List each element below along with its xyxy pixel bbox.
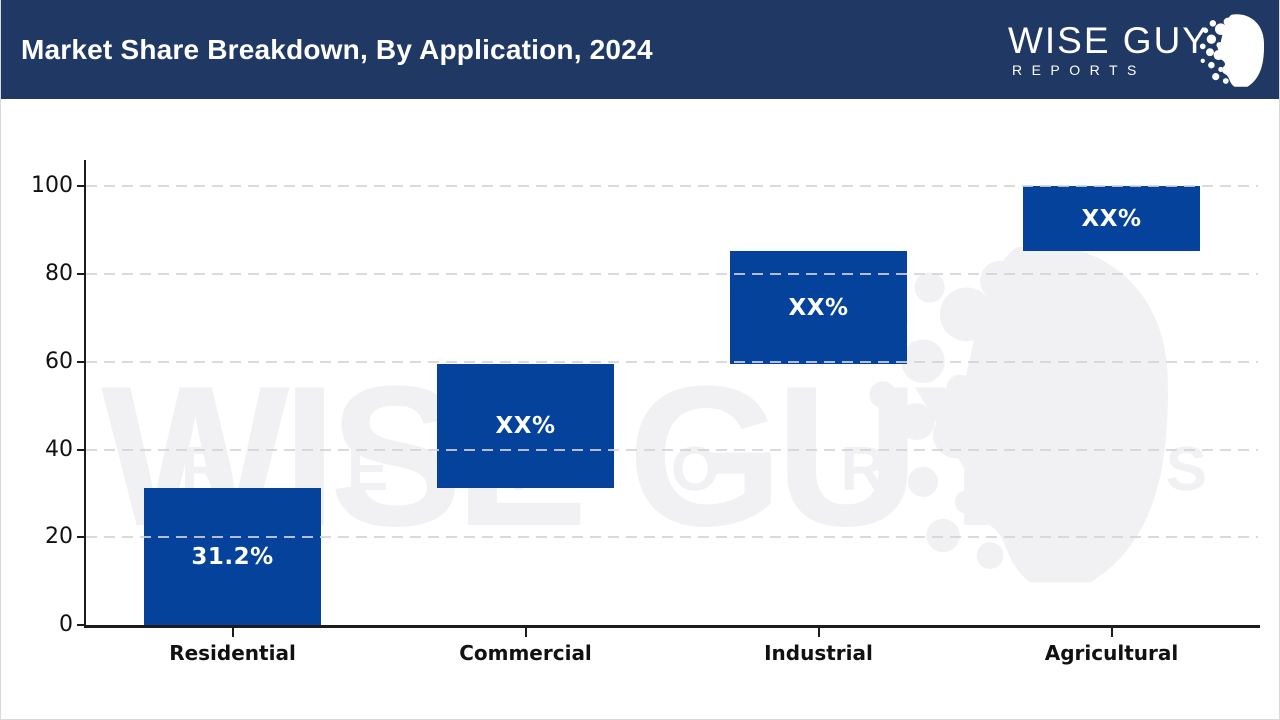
y-axis xyxy=(84,160,86,628)
x-category-label-agricultural: Agricultural xyxy=(1044,641,1179,665)
y-tick-mark-80 xyxy=(77,273,86,276)
logo-line1: WISE GUY xyxy=(1007,20,1209,61)
chart-canvas: WISE GUY R E P O R T S 0 20 40 60 80 100 31.2%… xyxy=(1,99,1279,719)
logo-wordmark: WISE GUY REPORTS xyxy=(1008,22,1209,77)
y-tick-mark-100 xyxy=(77,185,86,188)
x-tick-mark-industrial xyxy=(817,628,820,637)
y-tick-label-0: 0 xyxy=(59,612,73,637)
logo-line2: REPORTS xyxy=(1011,62,1146,78)
y-tick-mark-20 xyxy=(77,536,86,539)
x-category-label-commercial: Commercial xyxy=(459,641,592,665)
y-tick-label-40: 40 xyxy=(45,436,73,462)
brand-logo: WISE GUY REPORTS xyxy=(1008,8,1269,92)
bar-value-label-industrial: XX% xyxy=(788,294,849,321)
bar-value-label-agricultural: XX% xyxy=(1081,205,1142,232)
gridline-80 xyxy=(86,273,1258,276)
y-tick-mark-0 xyxy=(77,624,86,626)
y-tick-mark-60 xyxy=(77,360,86,363)
y-tick-label-60: 60 xyxy=(45,348,73,374)
bar-commercial: XX% xyxy=(437,363,614,489)
y-tick-label-20: 20 xyxy=(45,524,73,550)
header: Market Share Breakdown, By Application, … xyxy=(1,0,1279,99)
gridline-60 xyxy=(86,360,1258,363)
x-category-label-industrial: Industrial xyxy=(764,641,873,665)
bar-industrial: XX% xyxy=(730,251,907,364)
bar-value-label-commercial: XX% xyxy=(495,413,556,440)
y-tick-label-100: 100 xyxy=(31,173,73,199)
x-tick-mark-residential xyxy=(231,628,234,637)
gridline-20 xyxy=(86,536,1258,539)
bar-agricultural: XX% xyxy=(1023,186,1200,252)
x-category-label-residential: Residential xyxy=(169,641,296,665)
page-title: Market Share Breakdown, By Application, … xyxy=(21,33,653,65)
gridline-100 xyxy=(86,185,1258,188)
gridline-40 xyxy=(86,448,1258,451)
x-tick-mark-agricultural xyxy=(1110,628,1113,637)
y-tick-mark-40 xyxy=(77,448,86,451)
bar-value-label-residential: 31.2% xyxy=(191,543,274,570)
y-tick-label-80: 80 xyxy=(45,261,73,287)
x-axis xyxy=(84,625,1260,628)
logo-head-icon xyxy=(1197,8,1269,92)
x-tick-mark-commercial xyxy=(524,628,527,637)
bar-residential: 31.2% xyxy=(144,488,321,625)
